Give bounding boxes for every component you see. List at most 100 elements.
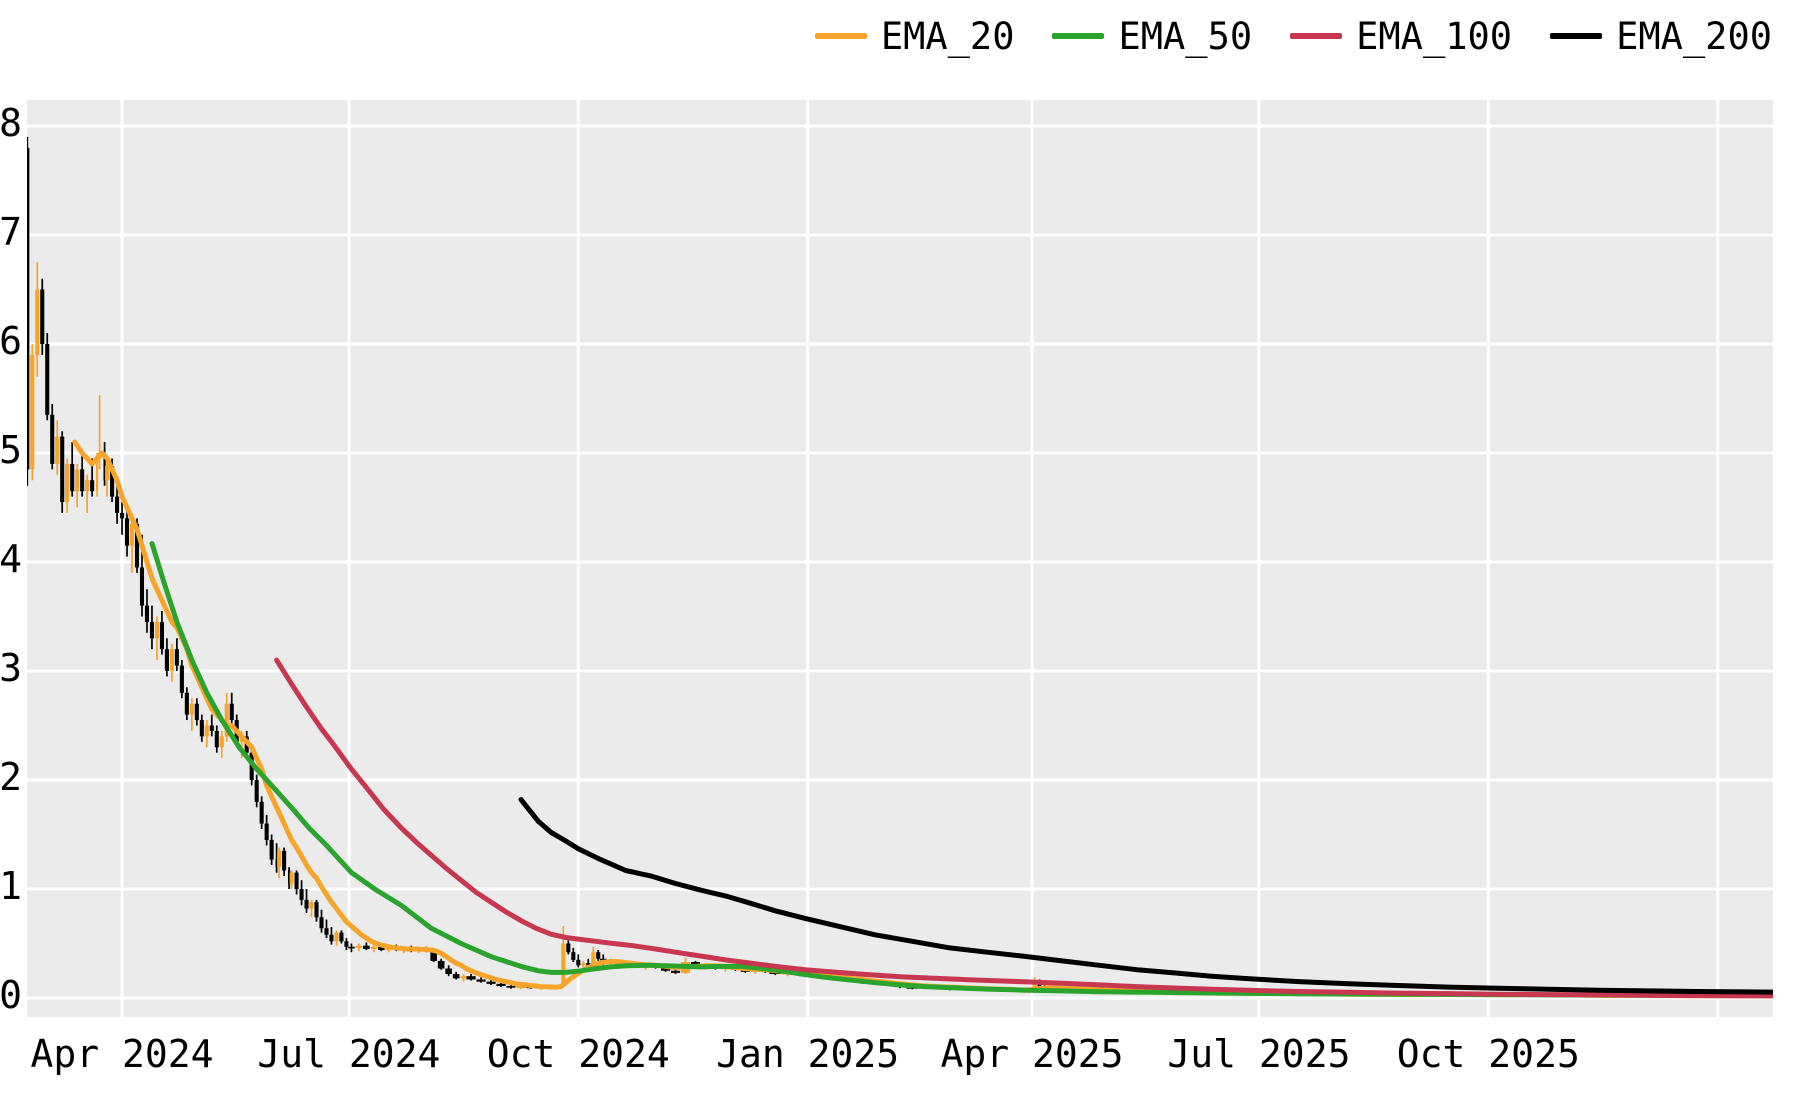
y-tick-label: 1 (0, 864, 22, 908)
legend-item-ema100: EMA_100 (1290, 18, 1512, 55)
candle-body (289, 872, 294, 884)
candle-body (329, 934, 334, 942)
candle-body (149, 621, 155, 639)
candle-body (199, 720, 204, 737)
x-tick-label: Oct 2024 (486, 1032, 670, 1076)
gridlines (27, 100, 1773, 1017)
plot-area (27, 100, 1773, 1017)
ema200-line-swatch (1550, 33, 1603, 39)
candle-body (50, 414, 55, 464)
candle-body (65, 463, 70, 503)
candle-body (154, 621, 159, 639)
candle-body (115, 496, 120, 513)
candle-body (204, 725, 209, 737)
ema-line-ema_200 (518, 797, 1773, 995)
candle-body (437, 960, 445, 969)
candle-body (670, 970, 681, 973)
candle-body (466, 976, 476, 980)
candle-body (661, 967, 671, 971)
candle-body (209, 725, 214, 731)
candle-body (194, 703, 199, 721)
candle-body (189, 703, 194, 715)
y-tick-label: 4 (0, 537, 22, 581)
plot-contents (27, 136, 1773, 999)
candle-body (566, 943, 571, 953)
candle-body (370, 946, 378, 949)
y-tick-label: 7 (0, 210, 22, 254)
candle-body (355, 945, 363, 948)
candle-body (254, 780, 259, 802)
legend-item-ema200: EMA_200 (1550, 18, 1772, 55)
y-tick-label: 2 (0, 755, 22, 799)
chart-legend: EMA_20 EMA_50 EMA_100 EMA_200 (814, 10, 1772, 62)
candle-body (309, 902, 314, 909)
candle-body (27, 147, 30, 470)
candle-body (516, 986, 526, 989)
legend-label-ema200: EMA_200 (1616, 14, 1772, 58)
candle-body (287, 870, 291, 884)
x-tick-label: Jul 2024 (257, 1032, 441, 1076)
ema-line-ema_100 (274, 657, 1773, 999)
candle-body (159, 621, 164, 650)
x-tick-label: Oct 2025 (1396, 1032, 1580, 1076)
candle-body (105, 466, 110, 481)
candle-body (110, 466, 115, 497)
candle-body (40, 289, 45, 344)
candle-body (294, 872, 299, 889)
candle-body (90, 480, 95, 492)
candle-body (259, 801, 264, 824)
candle-body (452, 974, 460, 979)
candle-body (561, 943, 566, 988)
candle-body (576, 959, 581, 966)
candle-body (430, 951, 437, 961)
candle-body (319, 917, 324, 929)
candle-body (339, 932, 344, 942)
candle-body (55, 436, 60, 464)
candle-body (344, 941, 349, 947)
candle-body (445, 968, 452, 975)
candle-body (299, 889, 304, 900)
ema20-line-swatch (814, 33, 867, 39)
legend-label-ema50: EMA_50 (1118, 14, 1253, 58)
y-tick-label: 0 (0, 973, 22, 1017)
ema100-line-swatch (1290, 33, 1343, 39)
candle-body (30, 354, 35, 470)
candle-body (506, 986, 516, 988)
candle-body (85, 480, 90, 492)
candle-body (314, 902, 319, 918)
candle-body (378, 946, 385, 951)
candle-body (219, 736, 224, 748)
candle-body (324, 928, 329, 935)
candle-body (460, 976, 467, 979)
candle-body (179, 665, 184, 693)
candle-body (45, 344, 50, 415)
candle-body (174, 649, 179, 666)
candle-body (596, 952, 601, 959)
candle-body (96, 458, 99, 492)
candle-body (214, 730, 219, 748)
candle-body (581, 963, 586, 966)
candle-body (224, 703, 229, 737)
candle-body (277, 850, 282, 868)
candle-body (139, 567, 145, 606)
x-tick-label: Jul 2025 (1167, 1032, 1351, 1076)
candle-body (571, 952, 576, 960)
candle-body (496, 983, 506, 987)
candle-body (184, 692, 189, 715)
x-tick-label: Apr 2024 (30, 1032, 214, 1076)
candle-body (164, 649, 169, 671)
legend-item-ema50: EMA_50 (1052, 18, 1252, 55)
candle-body (486, 981, 496, 984)
x-tick-label: Apr 2025 (940, 1032, 1124, 1076)
candle-body (60, 436, 65, 503)
legend-label-ema20: EMA_20 (880, 14, 1015, 58)
y-tick-label: 3 (0, 646, 22, 690)
ema50-line-swatch (1052, 33, 1105, 39)
candle-body (134, 523, 140, 568)
candle-body (269, 839, 274, 860)
candle-body (282, 850, 287, 871)
candle-body (304, 899, 309, 909)
candle-body (129, 523, 135, 546)
candle-body (80, 469, 85, 492)
